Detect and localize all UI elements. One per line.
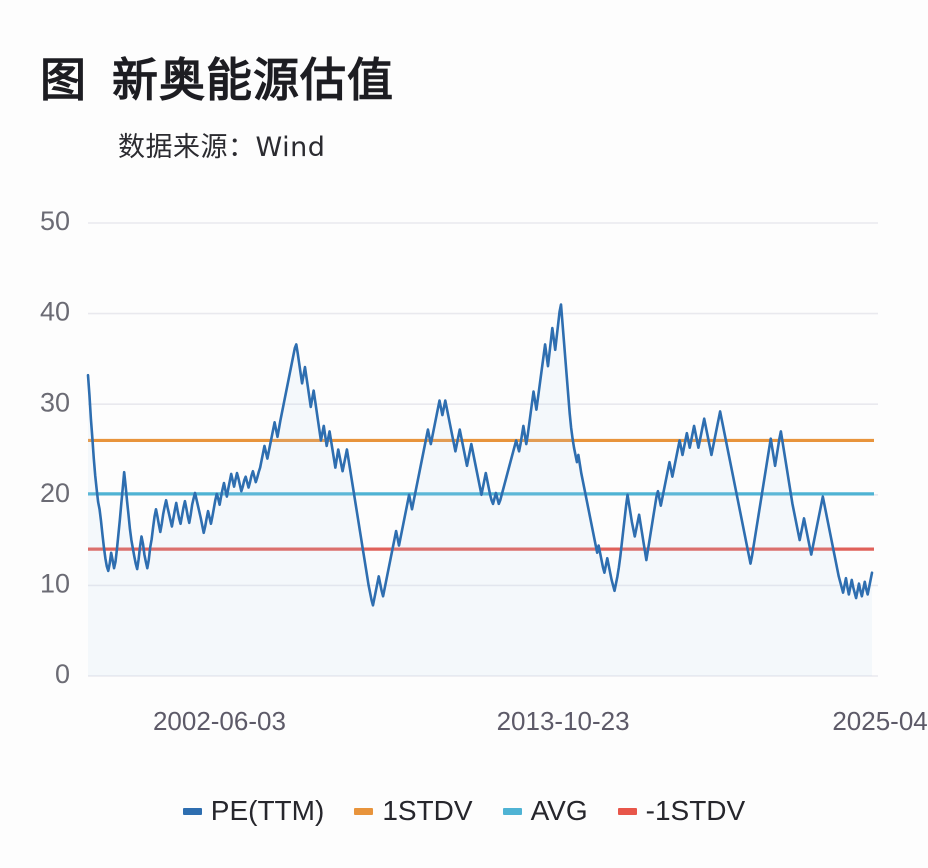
y-axis-tick-label: 20: [40, 478, 70, 508]
x-axis-tick-label: 2013-10-23: [497, 706, 630, 736]
legend-1stdv-label: 1STDV: [382, 795, 473, 826]
line-chart-svg: 0 10 20 30 40 50 2002-06-03 2013-10-23 2025-04-…: [40, 206, 928, 736]
x-axis-tick-label: 2025-04-01: [832, 706, 928, 736]
title-main: 新奥能源估值: [112, 53, 394, 107]
page-title: 图 新奥能源估值: [40, 44, 394, 110]
pe-ttm-series-group: [86, 303, 874, 676]
legend-minus-1stdv-swatch-icon: [617, 807, 637, 815]
chart-source-subtitle: 数据来源：Wind: [118, 132, 326, 163]
legend-minus-1stdv-label: -1STDV: [645, 795, 746, 826]
y-axis-tick-labels: 0 10 20 30 40 50: [40, 206, 70, 689]
x-axis-tick-labels: 2002-06-03 2013-10-23 2025-04-01: [153, 706, 928, 736]
chart-legend: PE(TTM) 1STDV AVG -1STDV: [0, 795, 928, 827]
pe-ttm-line: [86, 303, 874, 607]
legend-pe-ttm-label: PE(TTM): [210, 795, 325, 826]
y-axis-tick-label: 0: [55, 659, 70, 689]
legend-pe-ttm[interactable]: PE(TTM): [182, 795, 325, 827]
legend-1stdv[interactable]: 1STDV: [354, 795, 473, 827]
y-axis-tick-label: 10: [40, 569, 70, 599]
title-prefix: 图: [40, 53, 86, 107]
legend-avg-label: AVG: [530, 795, 588, 826]
legend-avg-swatch-icon: [502, 807, 522, 815]
legend-1stdv-swatch-icon: [354, 807, 374, 815]
legend-pe-ttm-swatch-icon: [182, 807, 202, 815]
legend-avg[interactable]: AVG: [502, 795, 588, 827]
chart-header: 图 新奥能源估值 数据来源：Wind: [0, 0, 928, 190]
x-axis-tick-label: 2002-06-03: [153, 706, 286, 736]
y-axis-tick-label: 50: [40, 206, 70, 236]
y-axis-tick-label: 30: [40, 387, 70, 417]
y-axis-tick-label: 40: [40, 297, 70, 327]
legend-minus-1stdv[interactable]: -1STDV: [617, 795, 746, 827]
plot-area: 0 10 20 30 40 50 2002-06-03 2013-10-23 2025-04-…: [0, 190, 928, 750]
